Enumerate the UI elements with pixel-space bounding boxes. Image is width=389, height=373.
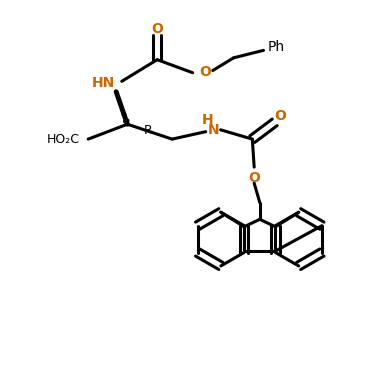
Text: N: N <box>208 123 220 137</box>
Text: Ph: Ph <box>268 40 285 54</box>
Text: H: H <box>202 113 214 128</box>
Text: O: O <box>274 109 286 123</box>
Text: HO₂C: HO₂C <box>47 133 80 145</box>
Text: O: O <box>199 65 211 79</box>
Text: O: O <box>151 22 163 36</box>
Text: R: R <box>144 125 152 137</box>
Text: HN: HN <box>92 76 116 90</box>
Text: O: O <box>248 170 260 185</box>
